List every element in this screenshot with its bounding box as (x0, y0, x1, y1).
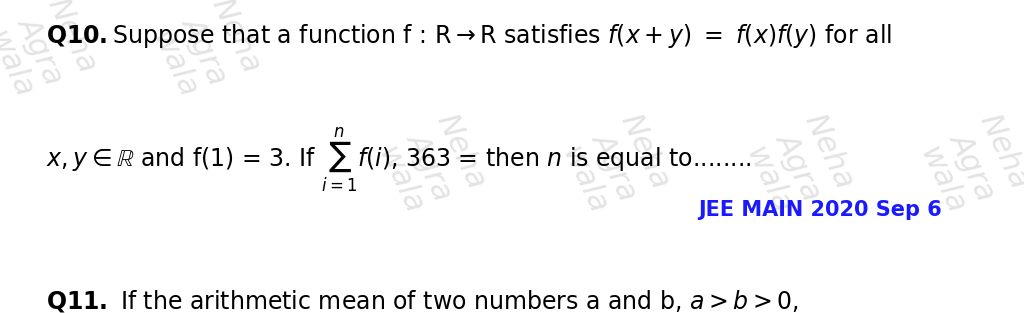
Text: Neha
Agra
wala: Neha Agra wala (912, 110, 1024, 223)
Text: Neha
Agra
wala: Neha Agra wala (554, 110, 675, 223)
Text: Neha
Agra
wala: Neha Agra wala (370, 110, 490, 223)
Text: JEE MAIN 2020 Sep 6: JEE MAIN 2020 Sep 6 (698, 200, 942, 220)
Text: $\bf{Q11.}$ If the arithmetic mean of two numbers a and b, $a > b > 0$,: $\bf{Q11.}$ If the arithmetic mean of tw… (46, 288, 799, 313)
Text: $\bf{Q10.}$Suppose that a function f : R$\rightarrow$R satisfies $f(x + y)\ =\ f: $\bf{Q10.}$Suppose that a function f : R… (46, 22, 892, 50)
Text: Neha
Agra
wala: Neha Agra wala (738, 110, 859, 223)
Text: $x, y \in \mathbb{R}$ and f(1) = 3. If $\sum_{i=1}^{n}f(i)$, 363 = then $n$ is e: $x, y \in \mathbb{R}$ and f(1) = 3. If $… (46, 125, 752, 193)
Text: Neha
Agra
wala: Neha Agra wala (0, 0, 101, 107)
Text: Neha
Agra
wala: Neha Agra wala (144, 0, 265, 107)
